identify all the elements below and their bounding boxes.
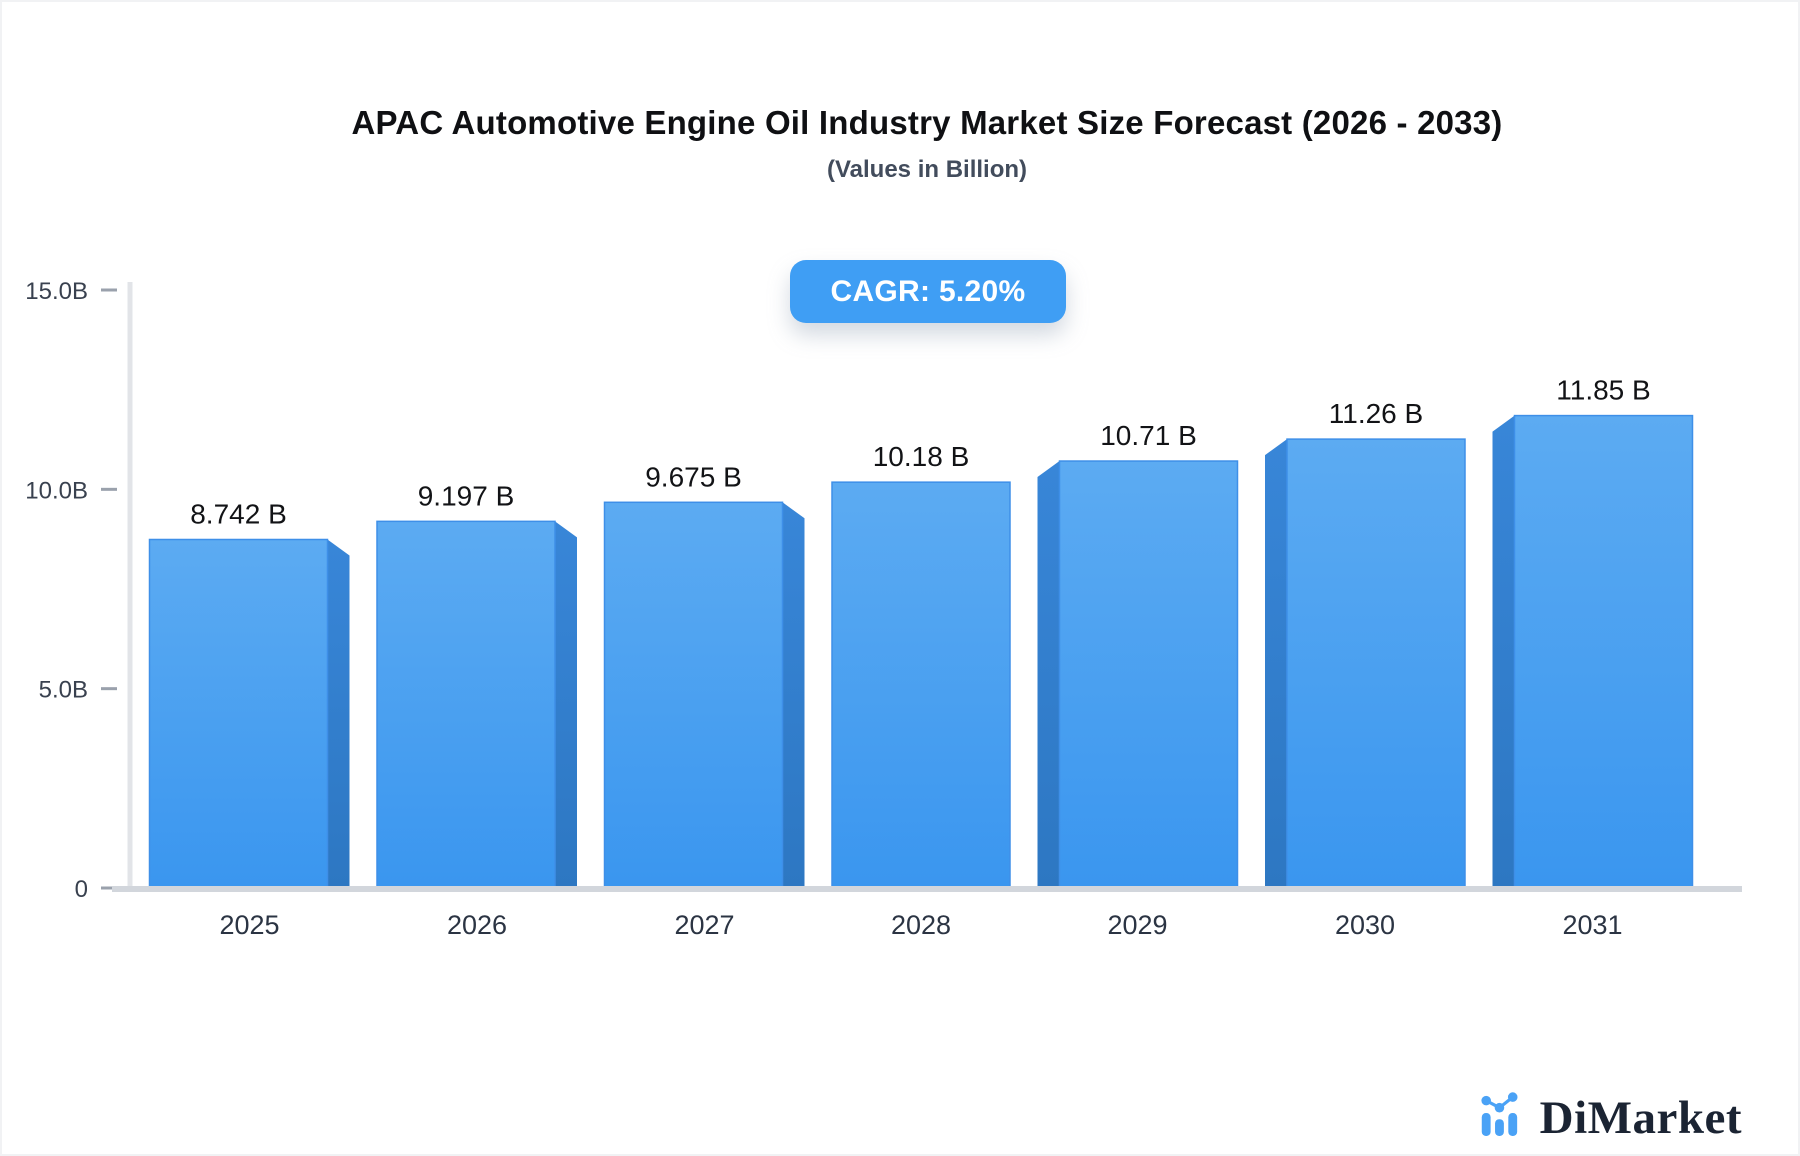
y-tick-label: 5.0B xyxy=(39,677,88,704)
bar-side-face xyxy=(1037,461,1060,888)
bar-front-face xyxy=(1058,460,1239,889)
bar-value-label: 8.742 B xyxy=(190,498,287,529)
y-tick-label: 15.0B xyxy=(25,278,88,305)
x-category-label: 2029 xyxy=(1107,910,1167,940)
bar-side-face xyxy=(782,502,805,888)
bar-side-face xyxy=(327,539,350,888)
x-category-label: 2027 xyxy=(674,910,734,940)
bar-value-label: 9.675 B xyxy=(645,461,742,492)
bar-2028: 10.18 B 2028 xyxy=(831,441,1011,940)
bar-front-face xyxy=(376,520,556,889)
chart-header: APAC Automotive Engine Oil Industry Mark… xyxy=(54,0,1800,184)
bar-value-label: 11.26 B xyxy=(1329,398,1423,429)
y-tick-label: 0 xyxy=(75,876,88,903)
bar-2027: 9.675 B 2027 xyxy=(603,461,805,940)
x-category-label: 2030 xyxy=(1335,910,1395,940)
bar-value-label: 10.18 B xyxy=(873,441,970,472)
bar-front-face xyxy=(831,481,1011,889)
bar-value-label: 10.71 B xyxy=(1100,420,1197,451)
bar-chart-trend-icon xyxy=(1481,1092,1518,1136)
bar-2029: 10.71 B 2029 xyxy=(1037,420,1239,940)
bar-2025: 8.742 B 2025 xyxy=(148,498,350,940)
chart-subtitle: (Values in Billion) xyxy=(826,156,1028,183)
chart-title: APAC Automotive Engine Oil Industry Mark… xyxy=(351,104,1503,141)
x-category-label: 2028 xyxy=(891,910,951,940)
cagr-badge: CAGR: 5.20% xyxy=(790,260,1066,323)
bar-front-face xyxy=(1513,414,1694,889)
x-category-label: 2025 xyxy=(219,910,279,940)
bar-front-face xyxy=(603,501,784,889)
bar-value-label: 11.85 B xyxy=(1556,375,1650,406)
bar-side-face xyxy=(1265,439,1287,888)
x-category-label: 2026 xyxy=(447,910,507,940)
cagr-badge-label: CAGR: 5.20% xyxy=(830,274,1026,308)
bar-side-face xyxy=(555,521,577,888)
dimarket-logo-text: DiMarket xyxy=(1539,1092,1742,1144)
bar-front-face xyxy=(148,538,329,889)
bar-side-face xyxy=(1492,415,1515,888)
bar-2031: 11.85 B 2031 xyxy=(1492,375,1694,940)
bar-value-label: 9.197 B xyxy=(418,480,515,511)
x-category-label: 2031 xyxy=(1562,910,1622,940)
bar-2026: 9.197 B 2026 xyxy=(376,480,577,940)
bar-front-face xyxy=(1286,438,1466,889)
bar-2030: 11.26 B 2030 xyxy=(1265,398,1466,940)
y-tick-label: 10.0B xyxy=(25,477,88,504)
dimarket-logo: DiMarket xyxy=(1480,1090,1742,1142)
